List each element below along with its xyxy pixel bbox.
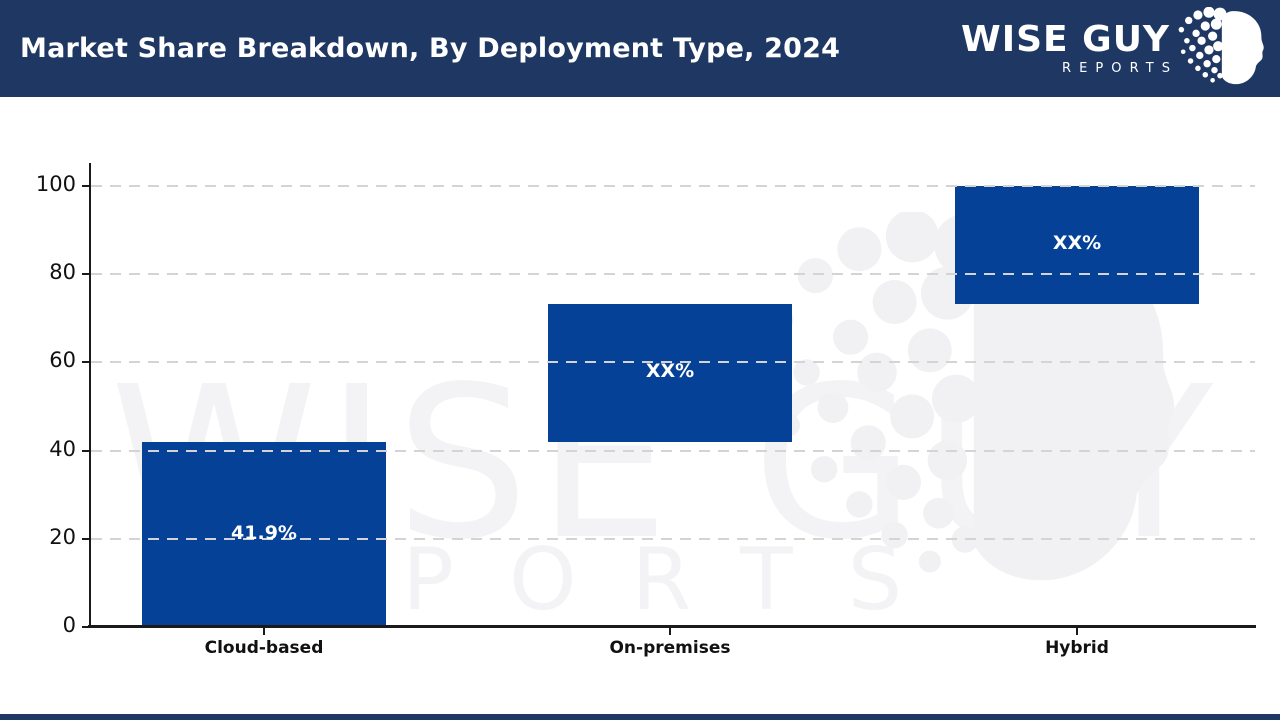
x-category-label: On-premises [609, 638, 731, 658]
y-tick-mark [82, 537, 90, 540]
y-tick-mark [82, 273, 90, 276]
gridline-80 [91, 273, 1255, 276]
gridline-60 [91, 361, 1255, 364]
x-category-label: Cloud-based [204, 638, 324, 658]
y-tick-mark [82, 185, 90, 187]
y-axis-line [89, 163, 91, 625]
y-tick-label: 0 [62, 613, 76, 637]
y-tick-label: 80 [49, 260, 76, 285]
x-category-label: Hybrid [1045, 638, 1109, 658]
chart-area: WISE GUY REPORTS 0 20 40 60 80 100 41.9% Cloud-… [0, 97, 1280, 714]
y-tick-mark [82, 626, 90, 628]
y-tick-label: 100 [35, 172, 76, 196]
bar-value-label: XX% [1052, 232, 1102, 255]
y-tick-label: 40 [49, 436, 76, 461]
bar-value-label: 41.9% [231, 521, 297, 544]
y-tick-mark [82, 361, 90, 364]
y-tick-label: 60 [49, 348, 76, 373]
gridline-40 [91, 449, 1255, 452]
dotted-face-icon [1178, 6, 1264, 84]
x-tick-mark [1076, 627, 1078, 635]
header-bar: Market Share Breakdown, By Deployment Ty… [0, 0, 1280, 97]
gridline-100 [91, 185, 1255, 187]
logo-text: WISE GUY REPORTS [960, 18, 1170, 76]
bar-value-label: XX% [645, 360, 695, 383]
bar-hybrid [955, 186, 1199, 305]
x-tick-mark [263, 627, 265, 635]
y-tick-label: 20 [49, 524, 76, 549]
logo-subtitle: REPORTS [1062, 60, 1179, 76]
x-axis-line [88, 625, 1256, 628]
bar-on-premises [548, 304, 792, 443]
gridline-20 [91, 537, 1255, 540]
logo-wordmark: WISE GUY [960, 18, 1170, 60]
bar-cloud-based [142, 442, 386, 627]
footer-bar [0, 714, 1280, 720]
x-tick-mark [669, 627, 671, 635]
page-title: Market Share Breakdown, By Deployment Ty… [20, 33, 841, 64]
wiseguy-logo: WISE GUY REPORTS [960, 6, 1266, 91]
y-tick-mark [82, 449, 90, 452]
